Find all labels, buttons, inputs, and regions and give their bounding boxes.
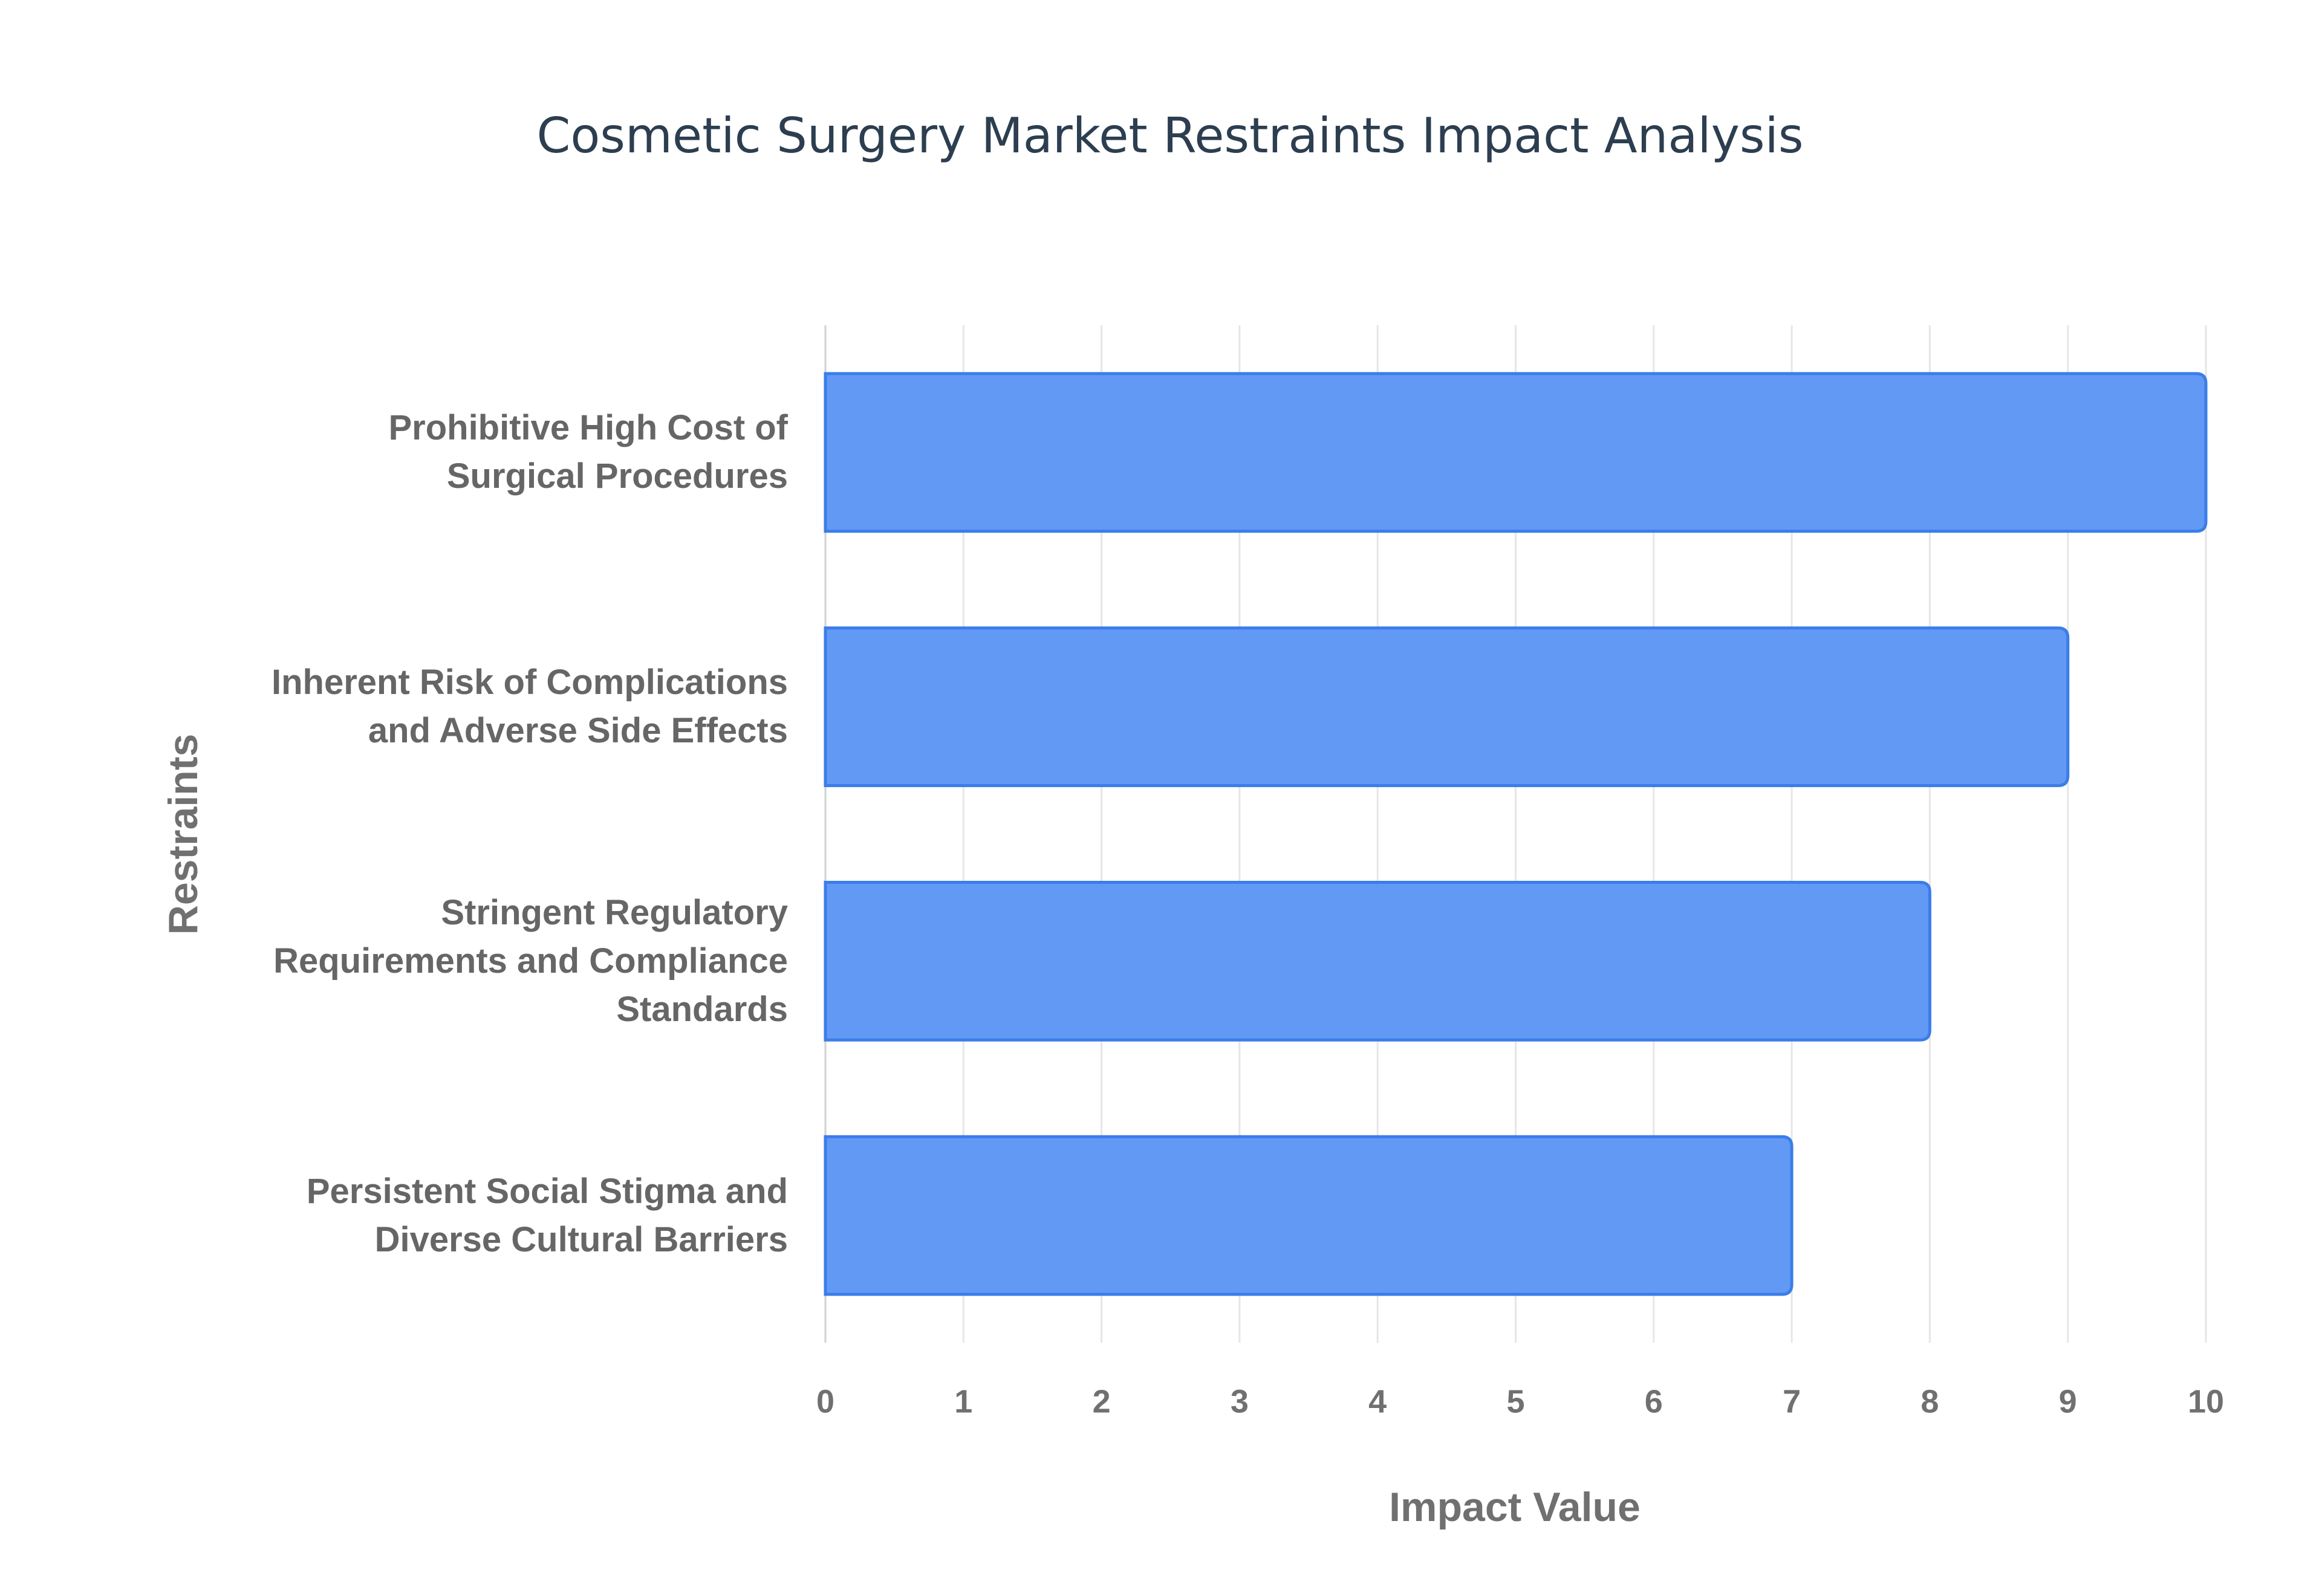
y-tick-label: Prohibitive High Cost of Surgical Proced… — [388, 408, 788, 496]
x-tick-label: 7 — [1783, 1383, 1801, 1419]
x-tick-label: 8 — [1920, 1383, 1939, 1419]
y-tick-label: Inherent Risk of Complications and Adver… — [272, 663, 788, 751]
y-axis-title: Restraints — [160, 734, 206, 935]
chart-title: Cosmetic Surgery Market Restraints Impac… — [537, 108, 1804, 164]
bar — [824, 880, 1931, 1042]
x-tick-label: 2 — [1093, 1383, 1111, 1419]
x-tick-label: 3 — [1231, 1383, 1249, 1419]
y-tick-label: Stringent Regulatory Requirements and Co… — [273, 892, 788, 1029]
x-axis-title: Impact Value — [1389, 1484, 1641, 1530]
x-tick-label: 6 — [1645, 1383, 1663, 1419]
bar — [824, 626, 2070, 788]
x-tick-label: 9 — [2059, 1383, 2077, 1419]
x-tick-label: 1 — [954, 1383, 972, 1419]
x-tick-label: 10 — [2188, 1383, 2224, 1419]
x-tick-label: 4 — [1368, 1383, 1387, 1419]
x-tick-label: 5 — [1506, 1383, 1524, 1419]
x-tick-label: 0 — [816, 1383, 834, 1419]
bar — [824, 1135, 1794, 1296]
bar — [824, 372, 2208, 533]
y-tick-label: Persistent Social Stigma and Diverse Cul… — [306, 1171, 788, 1259]
